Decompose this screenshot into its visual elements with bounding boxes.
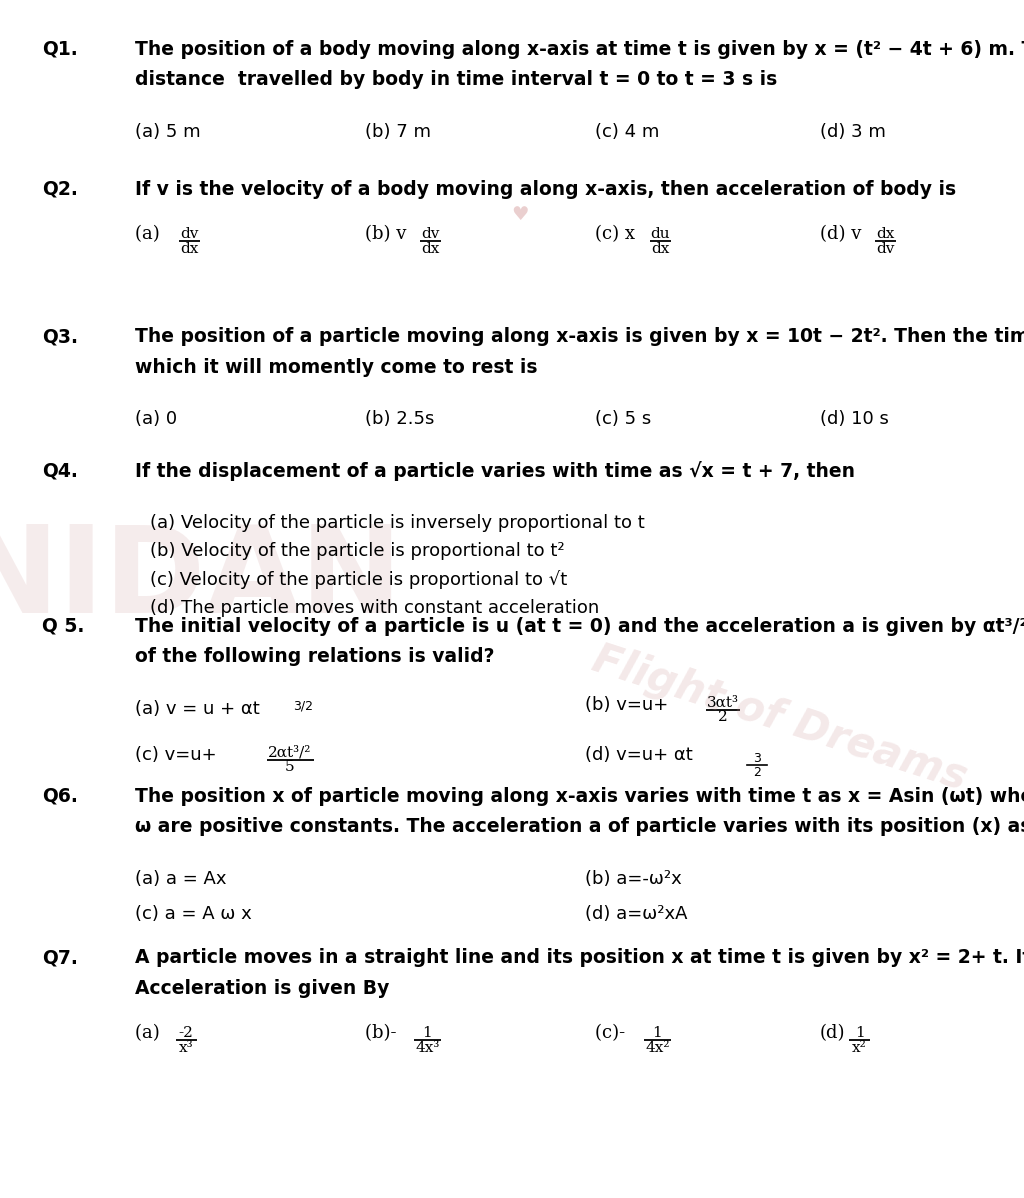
Text: (b) v=u+: (b) v=u+	[585, 696, 669, 714]
Text: dv: dv	[421, 226, 439, 241]
Text: The position of a particle moving along x-axis is given by x = 10t − 2t². Then t: The position of a particle moving along …	[135, 327, 1024, 346]
Text: (b)-: (b)-	[365, 1024, 402, 1042]
Text: (c) Velocity of the particle is proportional to √t: (c) Velocity of the particle is proporti…	[150, 570, 567, 589]
Text: Q7.: Q7.	[42, 949, 78, 968]
Text: (a) 5 m: (a) 5 m	[135, 123, 201, 141]
Text: ♥: ♥	[511, 205, 528, 224]
Text: (d) a=ω²xA: (d) a=ω²xA	[585, 906, 687, 924]
Text: NIDAN: NIDAN	[0, 521, 403, 637]
Text: dx: dx	[877, 226, 895, 241]
Text: 1: 1	[855, 1025, 864, 1040]
Text: 5: 5	[286, 761, 295, 774]
Text: Acceleration is given By: Acceleration is given By	[135, 979, 389, 998]
Text: dv: dv	[180, 226, 199, 241]
Text: (b) Velocity of the particle is proportional to t²: (b) Velocity of the particle is proporti…	[150, 541, 564, 561]
Text: (a) a = Ax: (a) a = Ax	[135, 870, 226, 888]
Text: Q3.: Q3.	[42, 327, 78, 346]
Text: dx: dx	[421, 242, 439, 255]
Text: which it will momently come to rest is: which it will momently come to rest is	[135, 358, 538, 377]
Text: 4x³: 4x³	[416, 1041, 439, 1054]
Text: Flight of Dreams: Flight of Dreams	[588, 639, 973, 799]
Text: x²: x²	[852, 1041, 867, 1054]
Text: (c) 4 m: (c) 4 m	[595, 123, 659, 141]
Text: The position x of particle moving along x-axis varies with time t as x = Asin (ω: The position x of particle moving along …	[135, 787, 1024, 806]
Text: -2: -2	[178, 1025, 194, 1040]
Text: (c) v=u+: (c) v=u+	[135, 745, 217, 764]
Text: 2: 2	[718, 710, 728, 725]
Text: 2αt³/²: 2αt³/²	[268, 745, 311, 760]
Text: dx: dx	[180, 242, 199, 255]
Text: (c) x: (c) x	[595, 225, 635, 243]
Text: Q 5.: Q 5.	[42, 617, 84, 636]
Text: If v is the velocity of a body moving along x-axis, then acceleration of body is: If v is the velocity of a body moving al…	[135, 180, 956, 199]
Text: (d): (d)	[820, 1024, 846, 1042]
Text: 1: 1	[652, 1025, 663, 1040]
Text: of the following relations is valid?: of the following relations is valid?	[135, 647, 495, 666]
Text: (c) a = A ω x: (c) a = A ω x	[135, 906, 252, 924]
Text: Q6.: Q6.	[42, 787, 78, 806]
Text: (a) Velocity of the particle is inversely proportional to t: (a) Velocity of the particle is inversel…	[150, 514, 645, 532]
Text: dv: dv	[877, 242, 895, 255]
Text: (c) 5 s: (c) 5 s	[595, 410, 651, 429]
Text: distance  travelled by body in time interval t = 0 to t = 3 s is: distance travelled by body in time inter…	[135, 71, 777, 90]
Text: dx: dx	[651, 242, 670, 255]
Text: (a): (a)	[135, 1024, 166, 1042]
Text: du: du	[650, 226, 671, 241]
Text: (d) The particle moves with constant acceleration: (d) The particle moves with constant acc…	[150, 599, 599, 617]
Text: (d) 3 m: (d) 3 m	[820, 123, 886, 141]
Text: Q4.: Q4.	[42, 461, 78, 480]
Text: (d) 10 s: (d) 10 s	[820, 410, 889, 429]
Text: (d) v: (d) v	[820, 225, 861, 243]
Text: (a) 0: (a) 0	[135, 410, 177, 429]
Text: (c)-: (c)-	[595, 1024, 631, 1042]
Text: The position of a body moving along x-axis at time t is given by x = (t² − 4t + : The position of a body moving along x-ax…	[135, 40, 1024, 59]
Text: (a): (a)	[135, 225, 166, 243]
Text: Q1.: Q1.	[42, 40, 78, 59]
Text: (b) v: (b) v	[365, 225, 407, 243]
Text: (d) v=u+ αt: (d) v=u+ αt	[585, 745, 693, 764]
Text: (a) v = u + αt: (a) v = u + αt	[135, 700, 260, 718]
Text: If the displacement of a particle varies with time as √x = t + 7, then: If the displacement of a particle varies…	[135, 461, 855, 482]
Text: 3: 3	[753, 752, 761, 764]
Text: 3/2: 3/2	[293, 700, 313, 713]
Text: (b) 2.5s: (b) 2.5s	[365, 410, 434, 429]
Text: 3αt³: 3αt³	[707, 695, 739, 709]
Text: (b) a=-ω²x: (b) a=-ω²x	[585, 870, 682, 888]
Text: 4x²: 4x²	[645, 1041, 670, 1054]
Text: x³: x³	[178, 1041, 194, 1054]
Text: The initial velocity of a particle is u (at t = 0) and the acceleration a is giv: The initial velocity of a particle is u …	[135, 617, 1024, 636]
Text: Q2.: Q2.	[42, 180, 78, 199]
Text: (b) 7 m: (b) 7 m	[365, 123, 431, 141]
Text: ω are positive constants. The acceleration a of particle varies with its positio: ω are positive constants. The accelerati…	[135, 817, 1024, 836]
Text: A particle moves in a straight line and its position x at time t is given by x² : A particle moves in a straight line and …	[135, 949, 1024, 968]
Text: 1: 1	[423, 1025, 432, 1040]
Text: 2: 2	[753, 766, 761, 779]
